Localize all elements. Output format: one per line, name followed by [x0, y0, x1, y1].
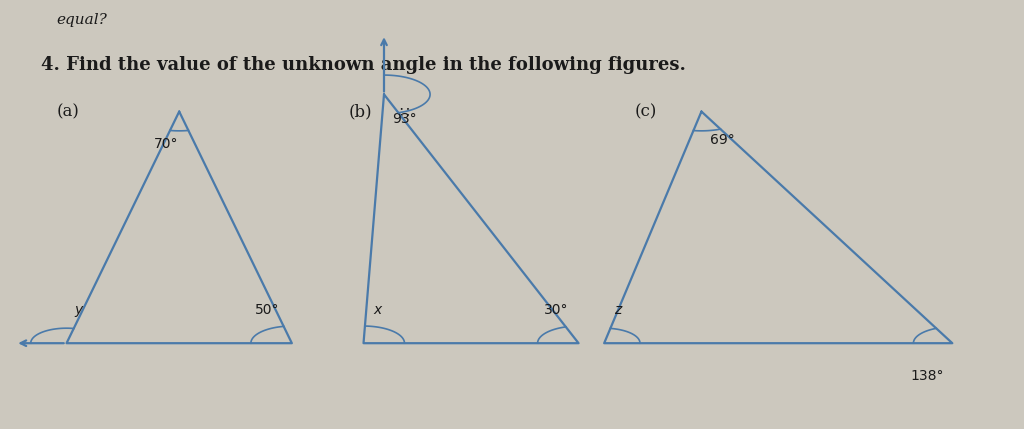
- Text: (b): (b): [348, 103, 372, 120]
- Text: 50°: 50°: [255, 303, 280, 317]
- Text: 4. Find the value of the unknown angle in the following figures.: 4. Find the value of the unknown angle i…: [41, 56, 686, 74]
- Text: ∷: ∷: [399, 104, 410, 119]
- Text: equal?: equal?: [56, 13, 108, 27]
- Text: 69°: 69°: [710, 133, 734, 147]
- Text: 93°: 93°: [392, 112, 417, 126]
- Text: 70°: 70°: [154, 137, 178, 151]
- Text: 30°: 30°: [544, 303, 568, 317]
- Text: 138°: 138°: [910, 369, 944, 383]
- Text: y: y: [75, 303, 83, 317]
- Text: (a): (a): [56, 103, 79, 120]
- Text: (c): (c): [635, 103, 657, 120]
- Text: z: z: [614, 303, 622, 317]
- Text: x: x: [374, 303, 382, 317]
